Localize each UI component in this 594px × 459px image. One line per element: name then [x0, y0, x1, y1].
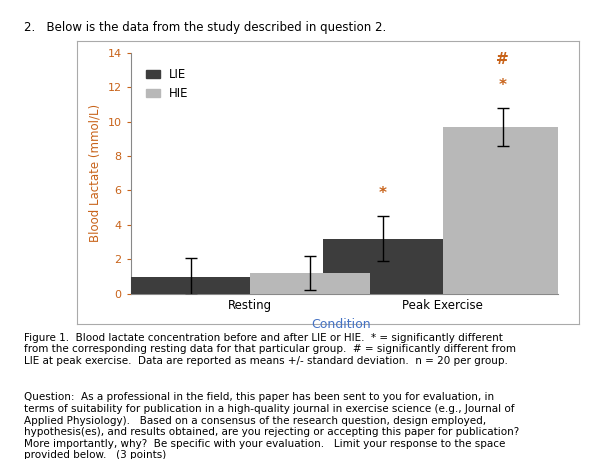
Text: Question:  As a professional in the field, this paper has been sent to you for e: Question: As a professional in the field… — [24, 392, 519, 459]
Bar — [443, 127, 563, 294]
Text: *: * — [379, 186, 387, 202]
Bar — [251, 273, 370, 294]
Text: Figure 1.  Blood lactate concentration before and after LIE or HIE.  * = signifi: Figure 1. Blood lactate concentration be… — [24, 333, 516, 366]
Text: 2.   Below is the data from the study described in question 2.: 2. Below is the data from the study desc… — [24, 21, 386, 34]
Text: *: * — [499, 78, 507, 93]
Y-axis label: Blood Lactate (mmol/L): Blood Lactate (mmol/L) — [89, 104, 102, 242]
Bar — [323, 239, 443, 294]
Legend: LIE, HIE: LIE, HIE — [141, 63, 194, 105]
Text: #: # — [497, 52, 509, 67]
Bar — [131, 276, 251, 294]
Text: Condition: Condition — [312, 318, 371, 331]
